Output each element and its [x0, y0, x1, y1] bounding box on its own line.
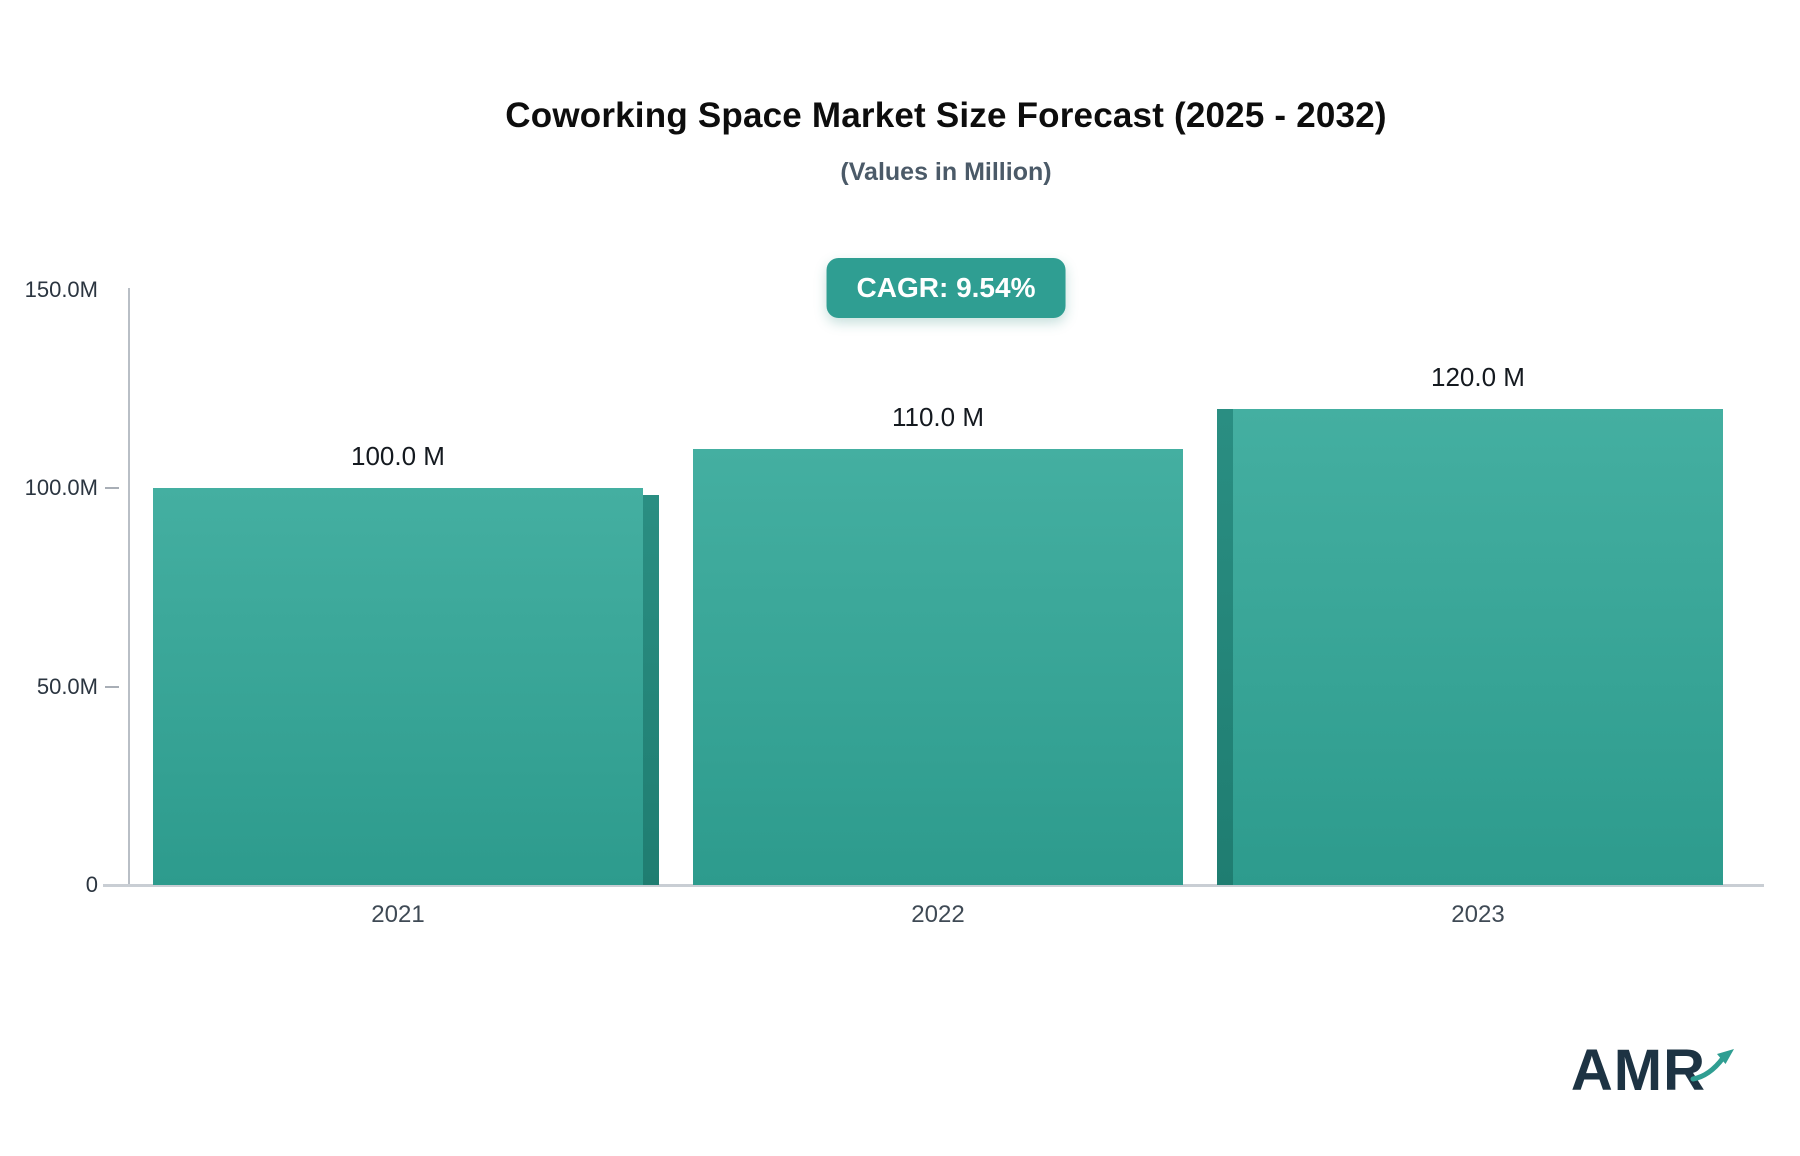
y-axis-tick-mark [105, 685, 119, 688]
bar-value-label: 110.0 M [891, 401, 984, 432]
x-axis-label: 2022 [911, 901, 965, 928]
y-axis-tick-mark [105, 487, 119, 490]
amr-logo-text: AMR [1570, 1038, 1706, 1103]
bar-2022 [693, 448, 1183, 885]
x-axis-line [103, 884, 1764, 887]
bar-value-label: 120.0 M [1431, 362, 1525, 392]
y-axis-tick-label: 0 [85, 872, 98, 897]
x-axis-label: 2021 [371, 901, 425, 928]
y-axis-tick-label: 50.0M [36, 673, 98, 699]
amr-logo: AMR [1571, 1037, 1738, 1104]
chart-title: Coworking Space Market Size Forecast (20… [505, 96, 1387, 135]
cagr-badge: CAGR: 9.54% [826, 258, 1066, 318]
bar-2023 [1217, 409, 1723, 885]
bar-value-label: 100.0 M [351, 441, 445, 472]
y-axis-tick-label: 150.0M [24, 277, 98, 302]
chart-subtitle: (Values in Million) [840, 158, 1052, 186]
plot-area: 0 50.0M 100.0M 150.0M 100.0 M 2021 110.0 M 202… [25, 277, 1764, 928]
x-axis-label: 2023 [1451, 901, 1505, 928]
bar-2021 [153, 488, 659, 885]
bar-group-2023: 120.0 M 2023 [1217, 290, 1723, 928]
bar-group-2021: 100.0 M 2021 [153, 290, 659, 928]
trend-arrow-icon [1690, 1048, 1734, 1081]
bars-container: 100.0 M 2021 110.0 M 2022 120.0 M 2023 [128, 290, 1764, 928]
y-axis-line [128, 288, 130, 885]
bar-group-2022: 110.0 M 2022 [693, 290, 1183, 928]
y-axis-tick-label: 100.0M [24, 475, 98, 501]
